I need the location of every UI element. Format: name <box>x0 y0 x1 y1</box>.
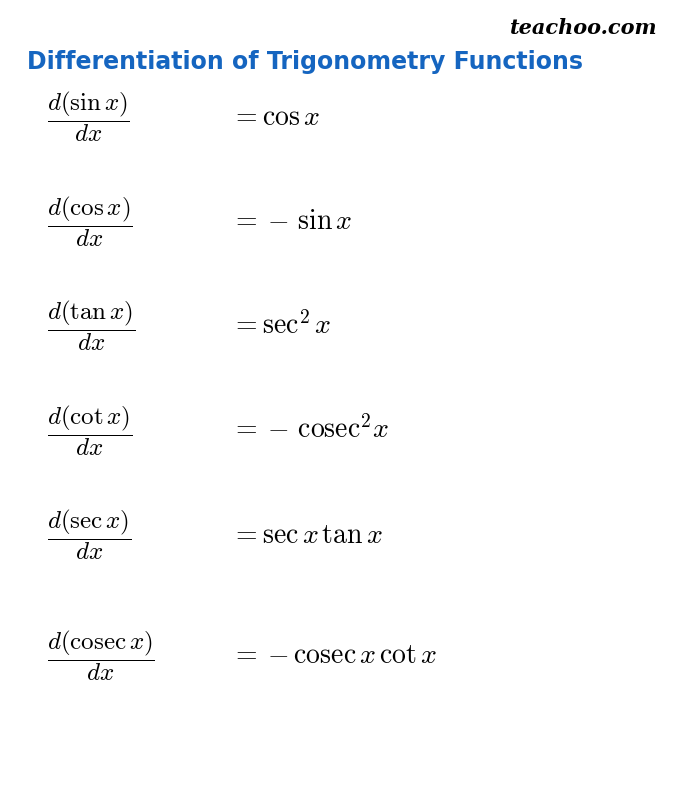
Text: $\dfrac{d(\tan x)}{dx}$: $\dfrac{d(\tan x)}{dx}$ <box>47 298 136 353</box>
Text: $\dfrac{d(\mathrm{cosec}\, x)}{dx}$: $\dfrac{d(\mathrm{cosec}\, x)}{dx}$ <box>47 627 155 682</box>
Text: $= \sec x\, \tan x$: $= \sec x\, \tan x$ <box>231 520 382 548</box>
Text: $= \sec^2 x$: $= \sec^2 x$ <box>231 311 331 340</box>
Text: teachoo.com: teachoo.com <box>510 18 658 38</box>
Text: $\dfrac{d(\sec x)}{dx}$: $\dfrac{d(\sec x)}{dx}$ <box>47 507 132 561</box>
Text: $\dfrac{d(\cot x)}{dx}$: $\dfrac{d(\cot x)}{dx}$ <box>47 402 133 457</box>
Text: $\dfrac{d(\cos x)}{dx}$: $\dfrac{d(\cos x)}{dx}$ <box>47 194 134 248</box>
Text: $\dfrac{d(\sin x)}{dx}$: $\dfrac{d(\sin x)}{dx}$ <box>47 89 130 144</box>
Text: $= -\, \sin x$: $= -\, \sin x$ <box>231 207 352 234</box>
Text: Differentiation of Trigonometry Functions: Differentiation of Trigonometry Function… <box>27 50 583 74</box>
Text: $= \cos x$: $= \cos x$ <box>231 103 320 130</box>
Text: $= -\, \mathrm{cosec}^2 x$: $= -\, \mathrm{cosec}^2 x$ <box>231 415 388 444</box>
Text: $= -\mathrm{cosec}\, x\, \cot x$: $= -\mathrm{cosec}\, x\, \cot x$ <box>231 641 437 668</box>
